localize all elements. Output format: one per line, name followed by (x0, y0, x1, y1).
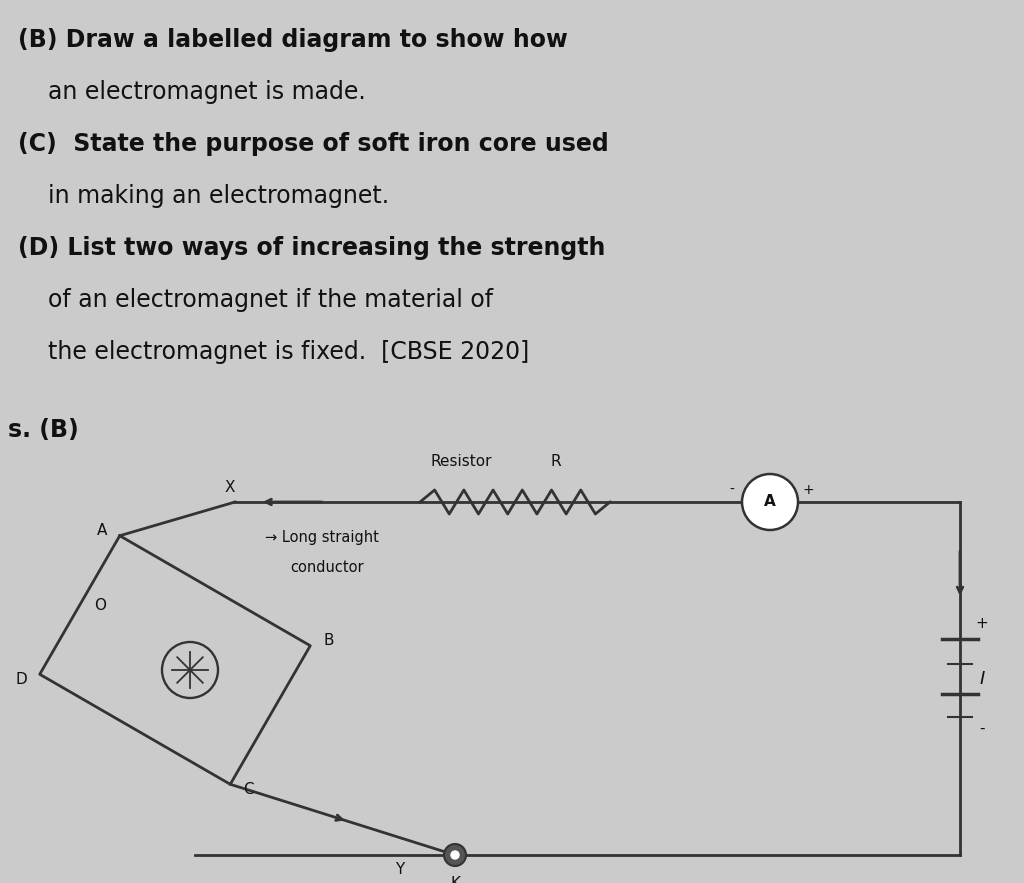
Text: (D) List two ways of increasing the strength: (D) List two ways of increasing the stre… (18, 236, 605, 260)
Text: O: O (94, 598, 105, 613)
Text: the electromagnet is fixed.  [CBSE 2020]: the electromagnet is fixed. [CBSE 2020] (18, 340, 529, 364)
Text: C: C (243, 781, 254, 796)
Circle shape (451, 851, 459, 859)
Text: I: I (979, 669, 985, 688)
Text: -: - (979, 721, 985, 736)
Text: Y: Y (395, 863, 404, 878)
Text: s. (B): s. (B) (8, 418, 79, 442)
Text: (C)  State the purpose of soft iron core used: (C) State the purpose of soft iron core … (18, 132, 608, 156)
Text: of an electromagnet if the material of: of an electromagnet if the material of (18, 288, 494, 312)
Text: K: K (450, 876, 460, 883)
Text: +: + (976, 616, 988, 631)
Text: R: R (550, 455, 560, 470)
Text: -: - (729, 483, 734, 497)
Circle shape (742, 474, 798, 530)
Text: +: + (803, 483, 815, 497)
Text: X: X (224, 479, 236, 494)
Text: Resistor: Resistor (430, 455, 492, 470)
Text: A: A (764, 494, 776, 509)
Circle shape (444, 844, 466, 866)
Text: B: B (323, 633, 334, 648)
Text: → Long straight: → Long straight (265, 530, 379, 545)
Text: an electromagnet is made.: an electromagnet is made. (18, 80, 366, 104)
Text: A: A (96, 524, 106, 539)
Text: D: D (15, 672, 28, 687)
Text: in making an electromagnet.: in making an electromagnet. (18, 184, 389, 208)
Text: (B) Draw a labelled diagram to show how: (B) Draw a labelled diagram to show how (18, 28, 568, 52)
Text: conductor: conductor (290, 560, 364, 575)
